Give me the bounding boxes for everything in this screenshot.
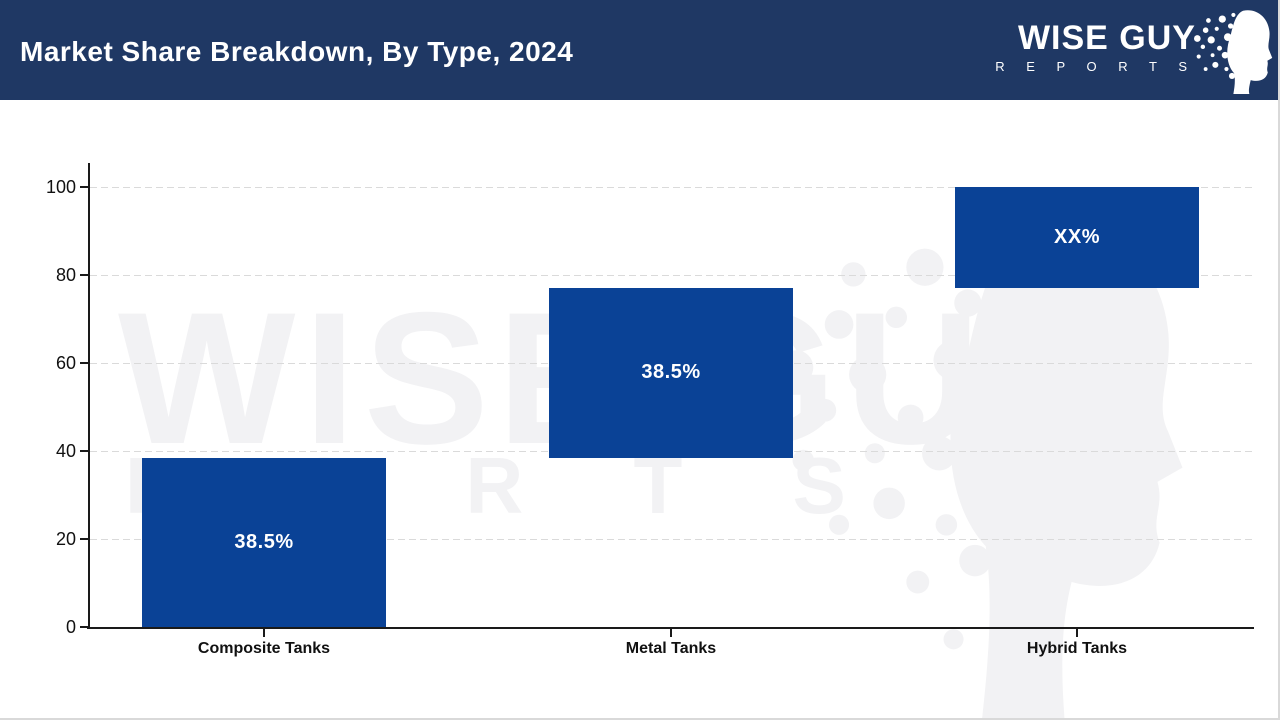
bar-metal-tanks: 38.5%: [549, 288, 793, 458]
logo-text: WISE GUY R E P O R T S: [991, 20, 1196, 74]
bar-value-label: 38.5%: [641, 361, 701, 384]
y-axis-line: [88, 163, 90, 629]
y-tick-40: [80, 450, 89, 452]
y-tick-label-40: 40: [55, 441, 76, 461]
x-tick-3: [1076, 629, 1078, 637]
y-tick-20: [80, 538, 89, 540]
category-label-hybrid-tanks: Hybrid Tanks: [1026, 640, 1128, 657]
y-tick-label-0: 0: [65, 617, 76, 637]
y-tick-label-80: 80: [55, 265, 76, 285]
bar-chart: 0 20 40 60 80 100 38.5% 38.5% XX% Composite Tanks…: [0, 100, 1278, 718]
bar-composite-tanks: 38.5%: [142, 457, 386, 627]
y-tick-80: [80, 274, 89, 276]
category-label-composite-tanks: Composite Tanks: [197, 640, 331, 657]
category-label-metal-tanks: Metal Tanks: [625, 640, 717, 657]
x-axis-line: [87, 627, 1254, 629]
header-bar: Market Share Breakdown, By Type, 2024 WI…: [0, 0, 1278, 100]
gridline-20: [90, 539, 1253, 540]
x-tick-2: [670, 629, 672, 637]
bar-value-label: XX%: [1054, 226, 1100, 249]
gridline-100: [90, 187, 1253, 188]
bar-hybrid-tanks: XX%: [955, 187, 1199, 289]
bar-value-label: 38.5%: [234, 530, 294, 553]
x-tick-1: [263, 629, 265, 637]
y-tick-label-60: 60: [55, 353, 76, 373]
y-tick-100: [80, 186, 89, 188]
y-tick-label-20: 20: [55, 529, 76, 549]
gridline-80: [90, 275, 1253, 276]
dotted-face-icon: [1193, 10, 1273, 94]
y-tick-label-100: 100: [45, 177, 76, 197]
page-title: Market Share Breakdown, By Type, 2024: [20, 36, 574, 67]
y-tick-60: [80, 362, 89, 364]
wise-guy-reports-logo: WISE GUY R E P O R T S: [995, 6, 1274, 94]
y-tick-0: [80, 626, 89, 628]
logo-wordmark: WISE GUY: [1017, 19, 1196, 57]
logo-subtitle: R E P O R T S: [995, 59, 1196, 74]
